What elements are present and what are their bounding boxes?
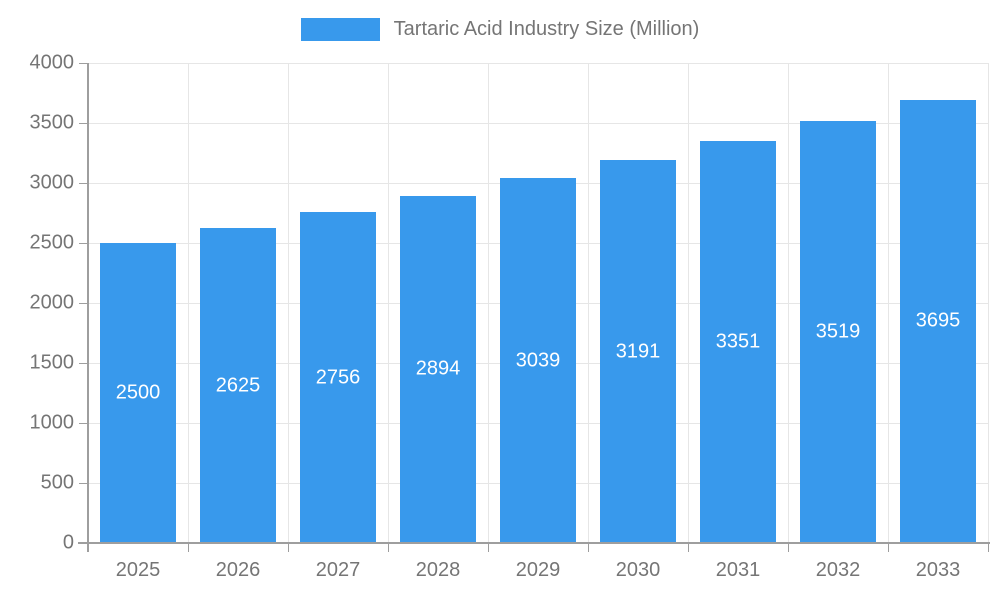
bar-value-label: 3039	[515, 349, 561, 372]
bar-2031[interactable]	[700, 140, 776, 543]
y-axis-tick-label: 1000	[29, 411, 75, 434]
y-axis-tick	[79, 243, 88, 244]
y-axis-tick-label: 0	[62, 531, 74, 554]
x-axis-tick	[888, 543, 889, 552]
gridline-vertical	[388, 63, 389, 543]
gridline-horizontal	[88, 63, 988, 64]
x-axis-tick-label: 2030	[615, 559, 661, 581]
gridline-horizontal	[88, 123, 988, 124]
x-axis-tick-label: 2026	[215, 559, 261, 581]
bar-2029[interactable]	[500, 178, 576, 543]
gridline-vertical	[188, 63, 189, 543]
legend-label: Tartaric Acid Industry Size (Million)	[393, 18, 700, 40]
x-axis-tick	[588, 543, 589, 552]
bar-value-label: 3695	[915, 309, 961, 332]
x-axis-tick	[488, 543, 489, 552]
y-axis-tick-label: 1500	[29, 351, 75, 374]
bar-value-label: 3519	[815, 320, 861, 343]
y-axis-tick-label: 500	[40, 471, 74, 494]
y-axis-tick	[79, 63, 88, 64]
bar-2030[interactable]	[600, 160, 676, 543]
bar-2028[interactable]	[400, 195, 476, 543]
x-axis-tick-label: 2029	[515, 559, 561, 581]
y-axis-tick-label: 3500	[29, 111, 75, 134]
bar-value-label: 2756	[315, 366, 361, 389]
y-axis-tick	[79, 303, 88, 304]
x-axis-tick	[388, 543, 389, 552]
bar-2032[interactable]	[800, 120, 876, 543]
x-axis-tick	[988, 543, 989, 552]
bar-value-label: 3191	[615, 340, 661, 363]
bar-value-label: 3351	[715, 330, 761, 353]
gridline-vertical	[788, 63, 789, 543]
gridline-vertical	[888, 63, 889, 543]
bar-2026[interactable]	[200, 228, 276, 543]
y-axis-tick	[79, 423, 88, 424]
x-axis-tick-label: 2025	[115, 559, 161, 581]
legend-swatch-icon	[300, 18, 380, 41]
x-axis-tick	[188, 543, 189, 552]
gridline-vertical	[588, 63, 589, 543]
y-axis-tick	[79, 363, 88, 364]
x-axis-tick	[788, 543, 789, 552]
x-axis-tick-label: 2027	[315, 559, 361, 581]
x-axis-line	[78, 542, 990, 544]
x-axis-tick-label: 2028	[415, 559, 461, 581]
bar-value-label: 2625	[215, 374, 261, 396]
gridline-vertical	[488, 63, 489, 543]
gridline-vertical	[688, 63, 689, 543]
y-axis-tick-label: 4000	[29, 51, 75, 74]
plot-area: 2500 2625 2756 2894 3039 3191 3351 3519 3695	[88, 63, 989, 543]
bar-value-label: 2500	[115, 381, 161, 404]
x-axis-tick-label: 2032	[815, 559, 861, 581]
y-axis-tick	[79, 123, 88, 124]
y-axis-tick-label: 2000	[29, 291, 75, 314]
bar-2033[interactable]	[900, 99, 976, 543]
gridline-vertical	[288, 63, 289, 543]
chart-legend[interactable]: Tartaric Acid Industry Size (Million)	[0, 18, 1000, 41]
x-axis-tick-label: 2031	[715, 559, 761, 581]
y-axis-line	[87, 63, 89, 552]
y-axis-tick	[79, 183, 88, 184]
y-axis-tick-label: 2500	[29, 231, 75, 254]
x-axis-tick	[288, 543, 289, 552]
bar-value-label: 2894	[415, 357, 461, 380]
bar-2025[interactable]	[100, 243, 176, 543]
bar-2027[interactable]	[300, 212, 376, 543]
gridline-vertical	[988, 63, 989, 543]
y-axis-tick-label: 3000	[29, 171, 75, 194]
x-axis-tick-label: 2033	[915, 559, 961, 581]
x-axis-tick	[688, 543, 689, 552]
y-axis-tick	[79, 483, 88, 484]
